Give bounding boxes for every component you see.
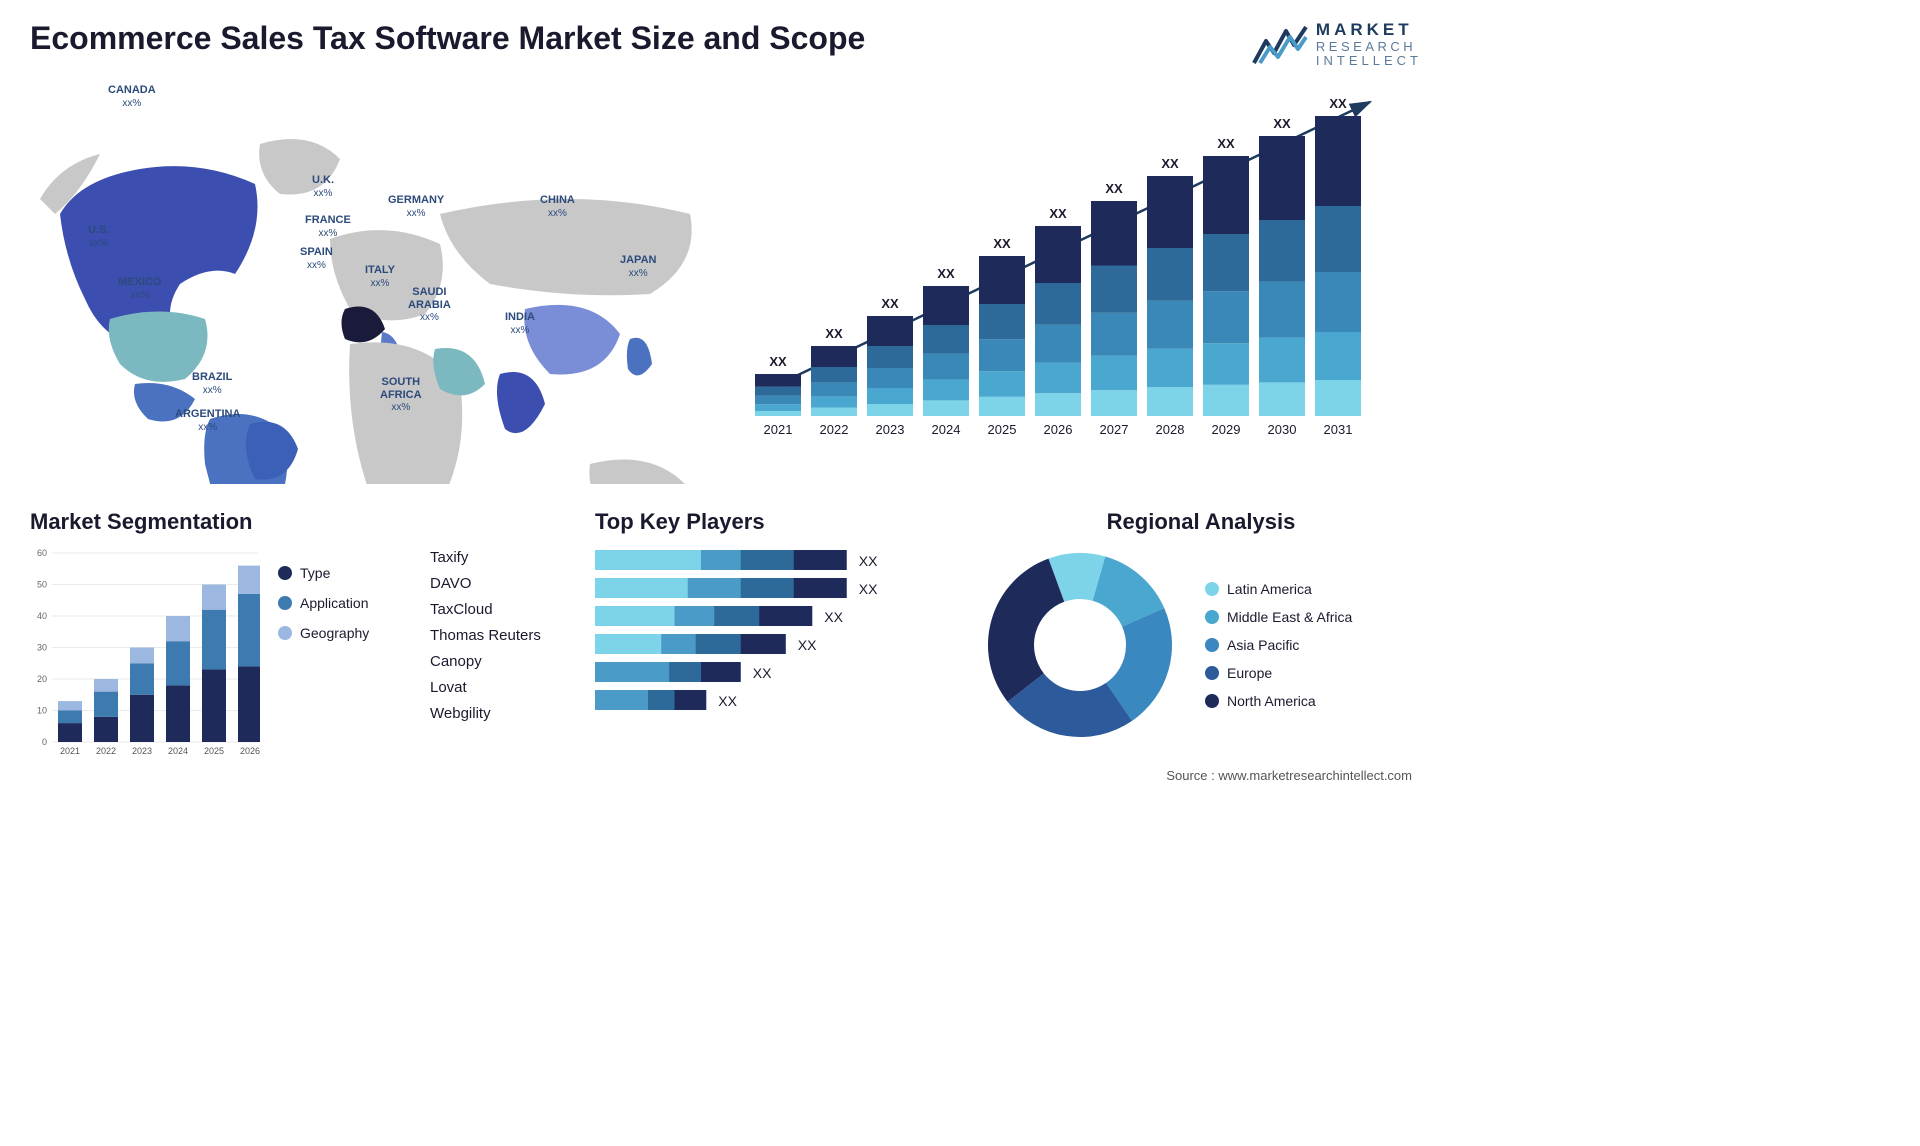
svg-text:XX: XX: [769, 354, 787, 369]
map-label: JAPANxx%: [620, 254, 656, 278]
svg-text:2031: 2031: [1324, 422, 1353, 437]
svg-text:2030: 2030: [1268, 422, 1297, 437]
regional-donut-chart: [980, 545, 1180, 745]
page-title: Ecommerce Sales Tax Software Market Size…: [30, 20, 865, 57]
svg-text:2023: 2023: [132, 746, 152, 756]
svg-text:60: 60: [37, 548, 47, 558]
legend-item: Application: [278, 595, 369, 611]
svg-text:XX: XX: [1217, 136, 1235, 151]
svg-text:XX: XX: [859, 581, 878, 597]
map-label: SPAINxx%: [300, 246, 333, 270]
key-player-name: Canopy: [430, 653, 580, 670]
map-label: BRAZILxx%: [192, 371, 232, 395]
svg-text:30: 30: [37, 643, 47, 653]
svg-text:XX: XX: [993, 236, 1011, 251]
growth-bar-chart: XX 2021 XX 2022 XX 2023 XX 2024 XX 2025 XX 2026 XX 20…: [740, 84, 1390, 444]
map-label: U.K.xx%: [312, 174, 334, 198]
regional-legend: Latin America Middle East & Africa Asia Pa…: [1205, 581, 1352, 709]
svg-text:0: 0: [42, 737, 47, 747]
svg-text:XX: XX: [825, 326, 843, 341]
legend-item: Type: [278, 565, 369, 581]
regional-title: Regional Analysis: [980, 509, 1422, 535]
key-player-name: Lovat: [430, 679, 580, 696]
svg-text:2021: 2021: [764, 422, 793, 437]
svg-text:20: 20: [37, 674, 47, 684]
source-text: Source : www.marketresearchintellect.com: [30, 768, 1422, 783]
map-label: ITALYxx%: [365, 264, 395, 288]
legend-item: Geography: [278, 625, 369, 641]
svg-text:2027: 2027: [1100, 422, 1129, 437]
svg-text:XX: XX: [1105, 181, 1123, 196]
svg-text:2024: 2024: [168, 746, 188, 756]
map-label: ARGENTINAxx%: [175, 408, 240, 432]
legend-item: Europe: [1205, 665, 1352, 681]
svg-text:2022: 2022: [820, 422, 849, 437]
legend-item: Middle East & Africa: [1205, 609, 1352, 625]
key-players-title: Top Key Players: [595, 509, 960, 535]
segmentation-title: Market Segmentation: [30, 509, 410, 535]
svg-text:2025: 2025: [204, 746, 224, 756]
logo-icon: [1252, 23, 1308, 67]
svg-text:2022: 2022: [96, 746, 116, 756]
svg-text:XX: XX: [753, 665, 772, 681]
svg-text:XX: XX: [881, 296, 899, 311]
svg-text:2024: 2024: [932, 422, 961, 437]
key-players-list: Taxify DAVO TaxCloud Thomas Reuters Canopy Lo…: [430, 509, 580, 760]
svg-text:XX: XX: [718, 693, 737, 709]
logo-text-2: RESEARCH: [1316, 40, 1422, 55]
svg-text:2029: 2029: [1212, 422, 1241, 437]
map-label: U.S.xx%: [88, 224, 109, 248]
world-map-panel: CANADAxx% U.S.xx% MEXICOxx% BRAZILxx% ARGENT…: [30, 84, 710, 489]
legend-item: Latin America: [1205, 581, 1352, 597]
map-label: INDIAxx%: [505, 311, 535, 335]
segmentation-panel: Market Segmentation 0 10 20 30 40 50 60 2021 202…: [30, 509, 410, 760]
key-players-bar-chart: XX XX XX XX XX XX: [595, 545, 910, 723]
svg-text:10: 10: [37, 706, 47, 716]
legend-item: Asia Pacific: [1205, 637, 1352, 653]
svg-text:2021: 2021: [60, 746, 80, 756]
legend-item: North America: [1205, 693, 1352, 709]
map-label: CHINAxx%: [540, 194, 575, 218]
svg-text:2023: 2023: [876, 422, 905, 437]
svg-text:XX: XX: [1273, 116, 1291, 131]
map-label: SAUDIARABIAxx%: [408, 286, 451, 322]
logo-text-1: MARKET: [1316, 20, 1422, 40]
header: Ecommerce Sales Tax Software Market Size…: [30, 20, 1422, 69]
svg-text:2025: 2025: [988, 422, 1017, 437]
svg-text:XX: XX: [798, 637, 817, 653]
map-label: CANADAxx%: [108, 84, 156, 108]
svg-text:XX: XX: [1161, 156, 1179, 171]
map-label: MEXICOxx%: [118, 276, 161, 300]
key-players-panel: Taxify DAVO TaxCloud Thomas Reuters Canopy Lo…: [430, 509, 960, 760]
brand-logo: MARKET RESEARCH INTELLECT: [1252, 20, 1422, 69]
svg-text:XX: XX: [1049, 206, 1067, 221]
segmentation-legend: Type Application Geography: [278, 545, 369, 760]
map-label: FRANCExx%: [305, 214, 351, 238]
svg-text:XX: XX: [859, 553, 878, 569]
key-player-name: Webgility: [430, 705, 580, 722]
svg-text:40: 40: [37, 611, 47, 621]
svg-text:2026: 2026: [1044, 422, 1073, 437]
svg-text:2028: 2028: [1156, 422, 1185, 437]
regional-panel: Regional Analysis Latin America Middle Ea…: [980, 509, 1422, 760]
key-player-name: Thomas Reuters: [430, 627, 580, 644]
svg-text:XX: XX: [937, 266, 955, 281]
map-label: GERMANYxx%: [388, 194, 444, 218]
key-player-name: DAVO: [430, 575, 580, 592]
svg-text:XX: XX: [1329, 96, 1347, 111]
key-player-name: Taxify: [430, 549, 580, 566]
growth-chart-panel: XX 2021 XX 2022 XX 2023 XX 2024 XX 2025 XX 2026 XX 20…: [740, 84, 1422, 489]
segmentation-bar-chart: 0 10 20 30 40 50 60 2021 2022 2023 2024 2025 2026: [30, 545, 260, 760]
key-player-name: TaxCloud: [430, 601, 580, 618]
map-label: SOUTHAFRICAxx%: [380, 376, 422, 412]
svg-text:50: 50: [37, 580, 47, 590]
svg-text:2026: 2026: [240, 746, 260, 756]
logo-text-3: INTELLECT: [1316, 54, 1422, 69]
svg-text:XX: XX: [824, 609, 843, 625]
